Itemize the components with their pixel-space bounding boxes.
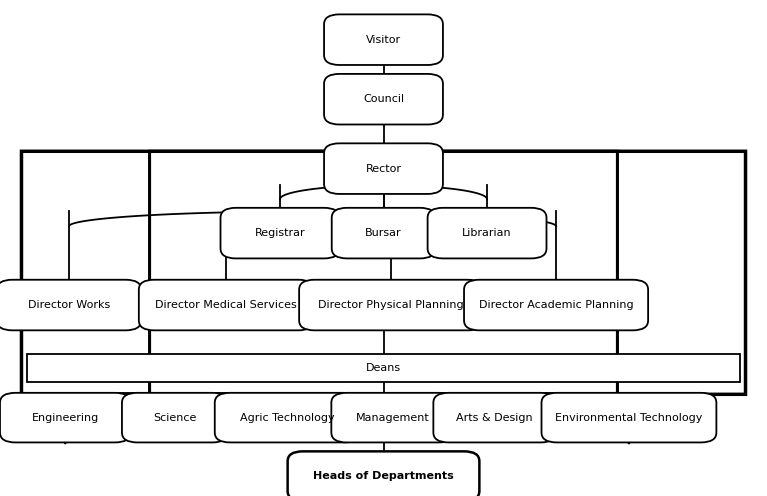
Text: Director Medical Services: Director Medical Services (156, 300, 297, 310)
Text: Environmental Technology: Environmental Technology (555, 413, 703, 423)
FancyBboxPatch shape (433, 393, 556, 442)
Text: Agric Technology: Agric Technology (239, 413, 334, 423)
FancyBboxPatch shape (324, 74, 443, 124)
FancyBboxPatch shape (299, 280, 483, 330)
Text: Director Works: Director Works (28, 300, 110, 310)
Text: Engineering: Engineering (31, 413, 99, 423)
FancyBboxPatch shape (324, 14, 443, 65)
Text: Council: Council (363, 94, 404, 104)
FancyBboxPatch shape (139, 280, 314, 330)
FancyBboxPatch shape (0, 393, 130, 442)
FancyBboxPatch shape (288, 451, 479, 496)
Text: Science: Science (153, 413, 196, 423)
FancyBboxPatch shape (464, 280, 648, 330)
Text: Management: Management (356, 413, 430, 423)
Text: Rector: Rector (366, 164, 401, 174)
FancyBboxPatch shape (0, 280, 141, 330)
Text: Registrar: Registrar (255, 228, 305, 238)
FancyBboxPatch shape (331, 393, 454, 442)
Text: Director Physical Planning: Director Physical Planning (318, 300, 464, 310)
FancyBboxPatch shape (324, 143, 443, 194)
FancyBboxPatch shape (215, 393, 359, 442)
Text: Deans: Deans (366, 363, 401, 373)
Text: Visitor: Visitor (366, 35, 401, 45)
FancyBboxPatch shape (542, 393, 716, 442)
Text: Librarian: Librarian (463, 228, 512, 238)
Text: Heads of Departments: Heads of Departments (313, 471, 454, 481)
FancyBboxPatch shape (27, 354, 740, 382)
FancyBboxPatch shape (428, 208, 546, 258)
FancyBboxPatch shape (221, 208, 339, 258)
Text: Director Academic Planning: Director Academic Planning (479, 300, 634, 310)
Text: Bursar: Bursar (365, 228, 402, 238)
Text: Arts & Design: Arts & Design (456, 413, 533, 423)
FancyBboxPatch shape (331, 208, 436, 258)
FancyBboxPatch shape (122, 393, 228, 442)
